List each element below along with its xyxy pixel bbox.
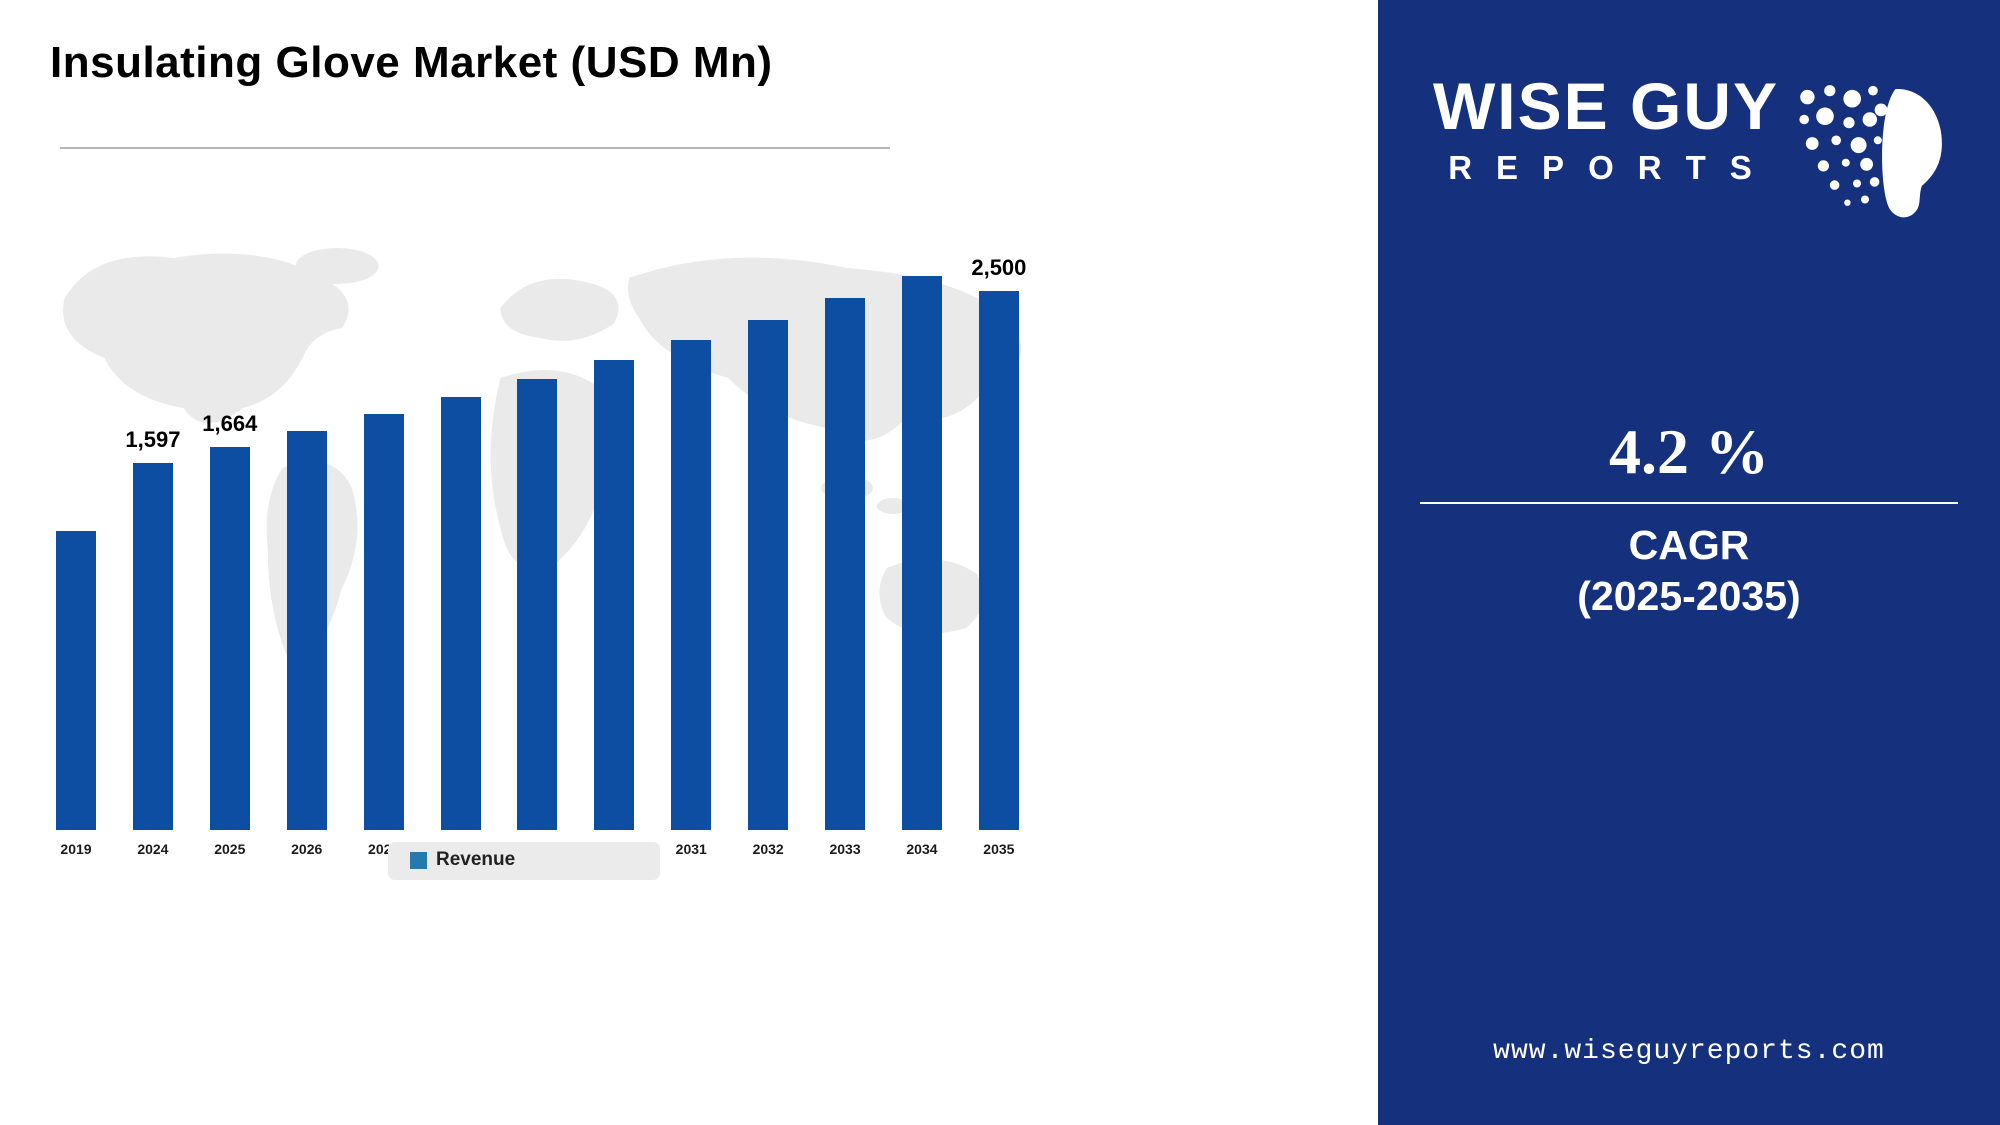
bar-group-2035: 2,500 2035 — [971, 255, 1026, 857]
bar-group-2028: 2028 — [440, 255, 482, 857]
bar-group-2019: 2019 — [55, 255, 97, 857]
bar-group-2027: 2027 — [363, 255, 405, 857]
x-axis-label-2032: 2032 — [752, 841, 784, 857]
legend-color-swatch — [410, 851, 427, 869]
bar-2019 — [56, 531, 96, 830]
legend-background-strip — [388, 842, 660, 880]
bar-2024 — [132, 463, 173, 830]
logo-wise-guy: WISE GUY — [1432, 69, 1780, 143]
panel-divider — [1420, 502, 1958, 504]
x-axis-label-2031: 2031 — [675, 841, 707, 857]
cagr-label: CAGR (2025-2035) — [1378, 520, 2000, 623]
bar-group-2029: 2029 — [516, 255, 558, 857]
x-axis-label-2025: 2025 — [214, 841, 246, 857]
bar-group-2024: 1,597 2024 — [125, 255, 180, 857]
x-axis-label-2019: 2019 — [60, 841, 92, 857]
bar-group-2030: 2030 — [593, 255, 635, 857]
x-axis-label-2033: 2033 — [829, 841, 861, 857]
bar-group-2026: 2026 — [286, 255, 328, 857]
bar-2026 — [286, 431, 327, 830]
bar-2027 — [363, 414, 404, 830]
cagr-label-text: CAGR — [1628, 522, 1750, 568]
website-url: www.wiseguyreports.com — [1493, 1036, 1885, 1067]
bar-group-2025: 1,664 2025 — [202, 255, 257, 857]
bar-2034 — [901, 276, 942, 830]
chart-section: Insulating Glove Market (USD Mn) 2019 1,5… — [50, 38, 1027, 880]
x-axis-label-2035: 2035 — [983, 841, 1015, 857]
wise-guy-logo: WISE GUY REPORTS — [1378, 69, 2000, 243]
bar-group-2033: 2033 — [824, 255, 866, 857]
bar-group-2031: 2031 — [670, 255, 712, 857]
cagr-value: 4.2 % — [1609, 416, 1769, 487]
bar-group-2034: 2034 — [901, 255, 943, 857]
bar-value-label-2035: 2,500 — [971, 255, 1027, 280]
bar-group-2032: 2032 — [747, 255, 789, 857]
logo-text: WISE GUY REPORTS — [1432, 69, 1780, 187]
x-axis-label-2026: 2026 — [291, 841, 323, 857]
page-title: Insulating Glove Market (USD Mn) — [50, 38, 773, 87]
bar-2029 — [517, 379, 558, 830]
bar-2028 — [440, 397, 481, 830]
x-axis-label-2034: 2034 — [906, 841, 938, 857]
bar-2030 — [594, 360, 635, 830]
bar-2035 — [978, 291, 1019, 830]
logo-head-dots-icon — [1799, 85, 1942, 218]
legend-label: Revenue — [436, 849, 516, 870]
bar-2031 — [671, 340, 712, 830]
bar-value-label-2024: 1,597 — [125, 427, 181, 452]
title-underline — [60, 147, 890, 149]
x-axis-label-2024: 2024 — [137, 841, 169, 857]
logo-reports: REPORTS — [1448, 149, 1776, 187]
bar-2033 — [825, 298, 866, 830]
right-panel: WISE GUY REPORTS 4.2 % — [1378, 0, 2000, 1125]
cagr-label-range: (2025-2035) — [1577, 573, 1801, 620]
bar-2032 — [748, 320, 789, 830]
bar-chart: 2019 1,597 2024 1,664 2025 2026 2027 2028 2029 20… — [55, 255, 1026, 857]
bar-value-label-2025: 1,664 — [202, 411, 258, 436]
chart-legend: Revenue — [410, 849, 515, 871]
bar-2025 — [209, 447, 250, 830]
